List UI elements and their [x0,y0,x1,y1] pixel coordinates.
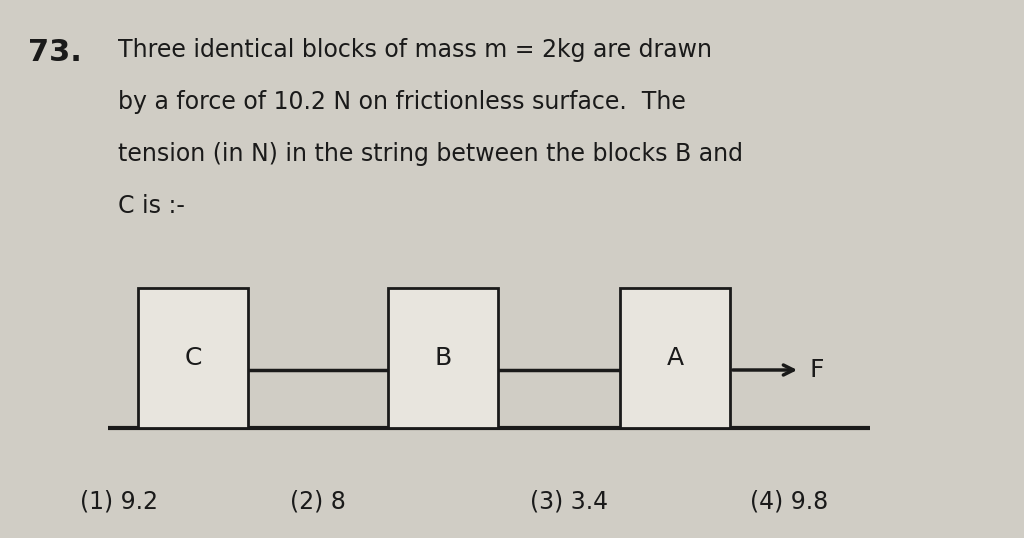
Text: C is :-: C is :- [118,194,185,218]
Text: (4) 9.8: (4) 9.8 [750,490,828,514]
Bar [620,288,730,428]
Text: tension (in N) in the string between the blocks B and: tension (in N) in the string between the… [118,142,743,166]
Text: B: B [434,346,452,370]
Text: by a force of 10.2 N on frictionless surface.  The: by a force of 10.2 N on frictionless sur… [118,90,686,114]
Text: 73.: 73. [28,38,82,67]
Text: C: C [184,346,202,370]
Text: Three identical blocks of mass m = 2kg are drawn: Three identical blocks of mass m = 2kg a… [118,38,712,62]
Text: F: F [810,358,824,382]
Text: (1) 9.2: (1) 9.2 [80,490,158,514]
Bar [388,288,498,428]
Text: (3) 3.4: (3) 3.4 [530,490,608,514]
Text: A: A [667,346,684,370]
Bar [138,288,248,428]
Text: (2) 8: (2) 8 [290,490,346,514]
